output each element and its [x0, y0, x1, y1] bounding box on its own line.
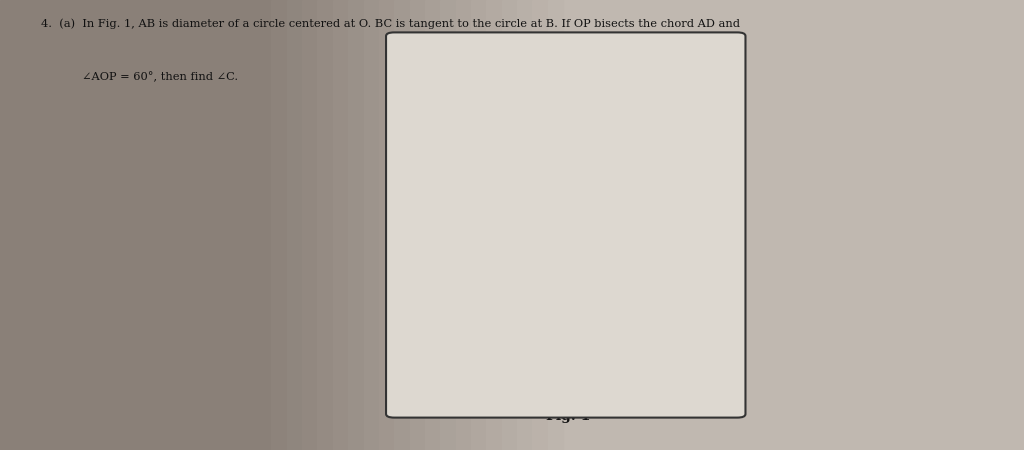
- Bar: [271, 0, 287, 450]
- Bar: [471, 0, 486, 450]
- Text: O: O: [529, 202, 540, 216]
- Text: B: B: [548, 328, 557, 342]
- Bar: [348, 0, 364, 450]
- Bar: [410, 0, 425, 450]
- Bar: [379, 0, 394, 450]
- Text: P: P: [613, 173, 623, 187]
- Text: 60°: 60°: [573, 176, 595, 189]
- Bar: [256, 0, 271, 450]
- Bar: [425, 0, 440, 450]
- Bar: [440, 0, 456, 450]
- Text: C: C: [675, 326, 685, 340]
- Text: D: D: [656, 258, 668, 272]
- Bar: [364, 0, 379, 450]
- Bar: [394, 0, 410, 450]
- Text: A: A: [556, 88, 565, 102]
- Bar: [0, 0, 389, 450]
- Bar: [517, 0, 532, 450]
- Bar: [389, 0, 1024, 450]
- Bar: [502, 0, 517, 450]
- Bar: [333, 0, 348, 450]
- Bar: [287, 0, 302, 450]
- Text: ∠AOP = 60°, then find ∠C.: ∠AOP = 60°, then find ∠C.: [82, 72, 238, 83]
- Text: 4.  (a)  In Fig. 1, AB is diameter of a circle centered at O. BC is tangent to t: 4. (a) In Fig. 1, AB is diameter of a ci…: [41, 18, 740, 28]
- Bar: [486, 0, 502, 450]
- Bar: [548, 0, 563, 450]
- Bar: [532, 0, 548, 450]
- Bar: [456, 0, 471, 450]
- Bar: [317, 0, 333, 450]
- Text: Fig. 1: Fig. 1: [546, 409, 591, 423]
- Bar: [302, 0, 317, 450]
